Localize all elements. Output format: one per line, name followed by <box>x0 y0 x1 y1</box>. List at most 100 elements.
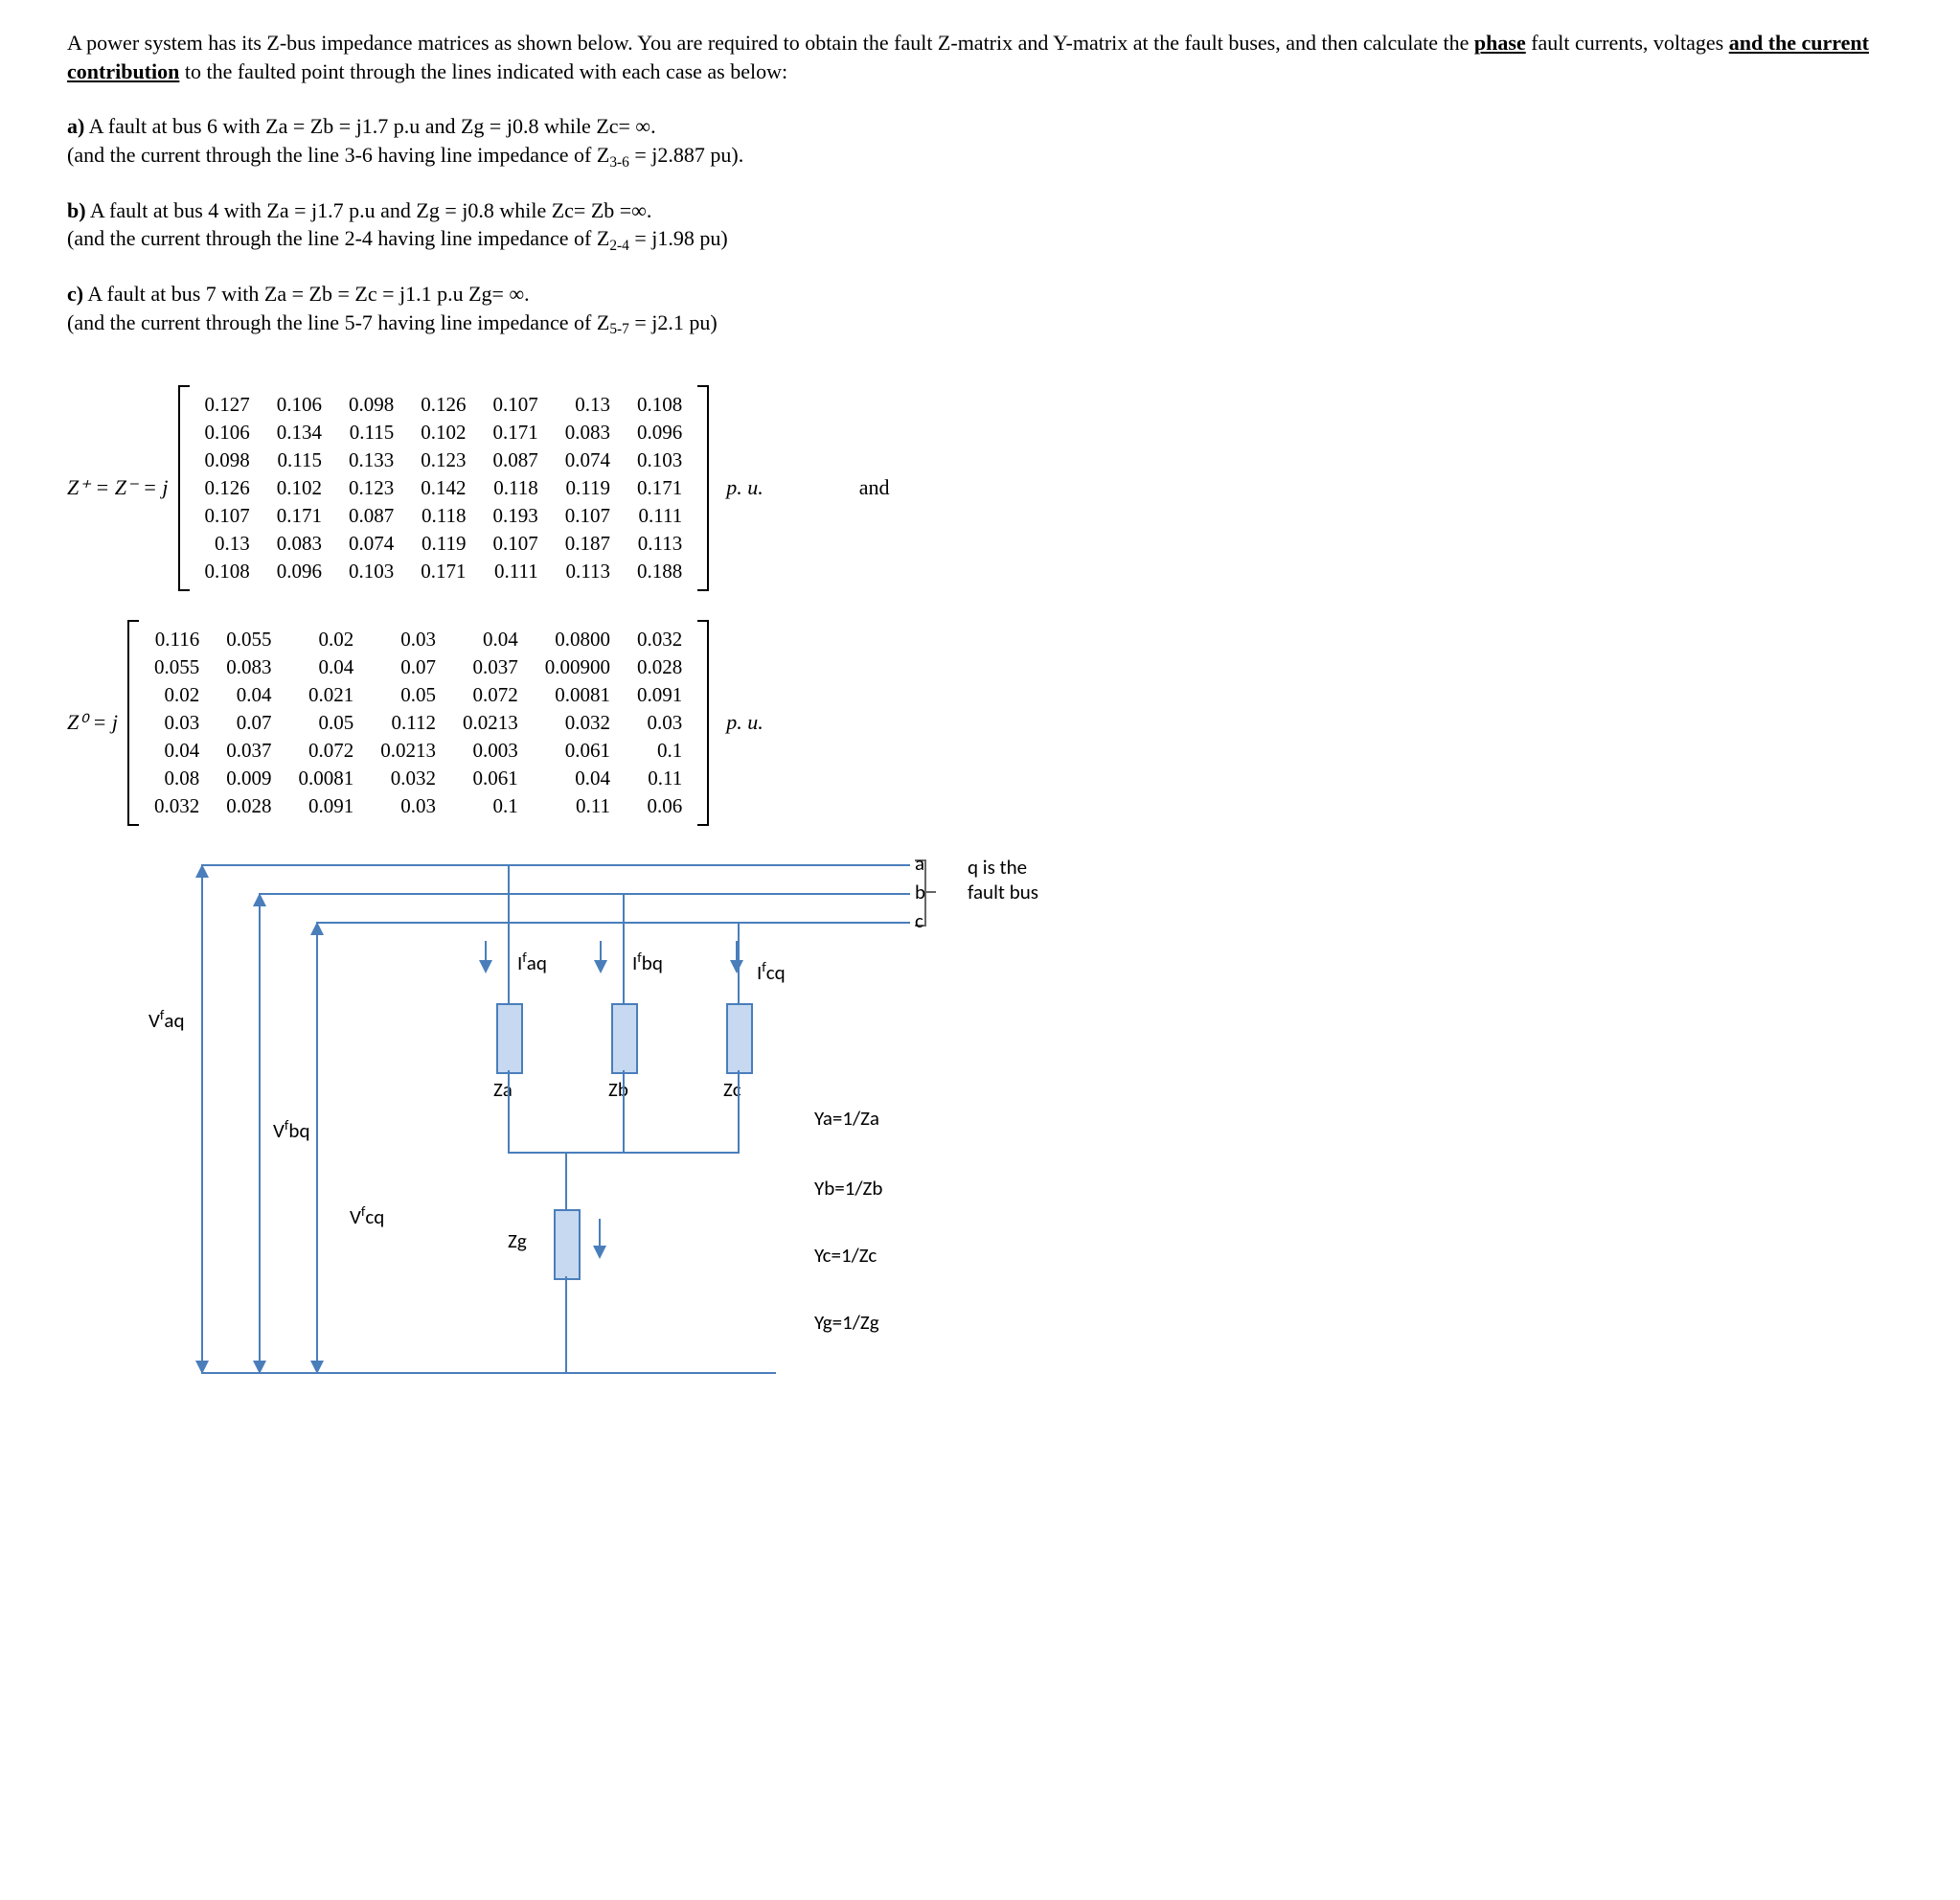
matrix2-prefix: Z⁰ = j <box>67 710 118 735</box>
matrix-cell: 0.07 <box>213 709 285 737</box>
wire-za-down2 <box>508 1070 510 1152</box>
label-ya: Ya=1/Za <box>814 1106 879 1131</box>
matrix-cell: 0.127 <box>192 391 263 419</box>
matrix-cell: 0.096 <box>624 419 695 446</box>
matrix-cell: 0.11 <box>624 765 695 792</box>
matrix1-table: 0.1270.1060.0980.1260.1070.130.1080.1060… <box>192 391 696 585</box>
vline-vc <box>316 922 318 1372</box>
circuit-diagram: a b c q is the fault bus Vfaq Vfbq Vfcq … <box>201 855 1063 1391</box>
matrix-cell: 0.083 <box>552 419 624 446</box>
matrix-cell: 0.187 <box>552 530 624 558</box>
matrix-cell: 0.123 <box>407 446 479 474</box>
matrix-cell: 0.04 <box>449 626 532 653</box>
matrix-cell: 0.118 <box>407 502 479 530</box>
part-c-line2a: (and the current through the line 5-7 ha… <box>67 310 609 334</box>
matrix-cell: 0.03 <box>624 709 695 737</box>
matrix-cell: 0.037 <box>213 737 285 765</box>
intro-paragraph: A power system has its Z-bus impedance m… <box>67 29 1893 85</box>
matrix-cell: 0.03 <box>141 709 213 737</box>
matrix-cell: 0.06 <box>624 792 695 820</box>
wire-ground <box>201 1372 776 1374</box>
part-a-line2a: (and the current through the line 3-6 ha… <box>67 143 609 167</box>
matrix-cell: 0.1 <box>449 792 532 820</box>
matrix1-body: 0.1270.1060.0980.1260.1070.130.1080.1060… <box>178 385 710 591</box>
matrix-cell: 0.055 <box>213 626 285 653</box>
matrix-cell: 0.04 <box>285 653 368 681</box>
matrix-cell: 0.111 <box>624 502 695 530</box>
label-vfbq: Vfbq <box>273 1118 309 1143</box>
matrix-cell: 0.04 <box>141 737 213 765</box>
arrow-zg <box>593 1246 606 1259</box>
arrow-va-up <box>195 864 209 878</box>
part-a-line2b: = j2.887 pu). <box>629 143 743 167</box>
matrix-cell: 0.112 <box>367 709 449 737</box>
wire-bus-b <box>259 893 910 895</box>
matrix-cell: 0.091 <box>285 792 368 820</box>
matrix-cell: 0.134 <box>263 419 335 446</box>
matrix-cell: 0.103 <box>335 558 407 585</box>
part-b-line2a: (and the current through the line 2-4 ha… <box>67 226 609 250</box>
matrix-cell: 0.032 <box>141 792 213 820</box>
label-ifcq: Ifcq <box>757 960 786 985</box>
matrix-z0: Z⁰ = j 0.1160.0550.020.030.040.08000.032… <box>67 620 1893 826</box>
matrix-cell: 0.171 <box>263 502 335 530</box>
arrow-ifbq <box>594 960 607 973</box>
block-zb <box>611 1003 638 1074</box>
matrix-cell: 0.083 <box>213 653 285 681</box>
intro-text-1: A power system has its Z-bus impedance m… <box>67 31 1474 55</box>
matrix-cell: 0.074 <box>335 530 407 558</box>
matrix-cell: 0.055 <box>141 653 213 681</box>
arrow-ifcq <box>730 960 743 973</box>
matrix-cell: 0.107 <box>480 391 552 419</box>
matrix-cell: 0.091 <box>624 681 695 709</box>
arrow-vb-up <box>253 893 266 906</box>
block-za <box>496 1003 523 1074</box>
matrix-cell: 0.087 <box>335 502 407 530</box>
matrix1-and: and <box>859 475 890 500</box>
label-vfaq: Vfaq <box>148 1008 185 1033</box>
matrix-cell: 0.171 <box>480 419 552 446</box>
part-c: c) A fault at bus 7 with Za = Zb = Zc = … <box>67 280 1893 336</box>
matrix-cell: 0.111 <box>480 558 552 585</box>
matrix-cell: 0.193 <box>480 502 552 530</box>
matrix-cell: 0.02 <box>141 681 213 709</box>
matrix-cell: 0.061 <box>532 737 624 765</box>
matrix-cell: 0.115 <box>263 446 335 474</box>
wire-zg-arrow-stem <box>599 1219 601 1248</box>
matrix-cell: 0.106 <box>263 391 335 419</box>
part-b-sub: 2-4 <box>609 238 629 254</box>
matrix-cell: 0.126 <box>407 391 479 419</box>
matrix-cell: 0.04 <box>213 681 285 709</box>
matrix-cell: 0.126 <box>192 474 263 502</box>
matrix-cell: 0.102 <box>263 474 335 502</box>
wire-zg-down2 <box>565 1276 567 1315</box>
matrix-cell: 0.0081 <box>532 681 624 709</box>
matrix-cell: 0.032 <box>624 626 695 653</box>
intro-text-3: to the faulted point through the lines i… <box>179 59 787 83</box>
matrix-cell: 0.106 <box>192 419 263 446</box>
intro-text-2: fault currents, voltages <box>1526 31 1729 55</box>
part-c-line1: A fault at bus 7 with Za = Zb = Zc = j1.… <box>83 282 530 306</box>
matrix-cell: 0.107 <box>480 530 552 558</box>
wire-zg-down <box>565 1152 567 1209</box>
block-zc <box>726 1003 753 1074</box>
matrix-cell: 0.08 <box>141 765 213 792</box>
wire-zb-down2 <box>623 1070 625 1152</box>
wire-join <box>508 1152 740 1154</box>
part-c-line2b: = j2.1 pu) <box>629 310 718 334</box>
matrix-zplus: Z⁺ = Z⁻ = j 0.1270.1060.0980.1260.1070.1… <box>67 385 1893 591</box>
matrix-cell: 0.03 <box>367 792 449 820</box>
matrix-cell: 0.108 <box>624 391 695 419</box>
matrix-cell: 0.11 <box>532 792 624 820</box>
part-a-label: a) <box>67 114 84 138</box>
label-yb: Yb=1/Zb <box>814 1176 882 1201</box>
intro-underline-phase: phase <box>1474 31 1526 55</box>
matrix-cell: 0.116 <box>141 626 213 653</box>
matrix-cell: 0.00900 <box>532 653 624 681</box>
matrix-cell: 0.083 <box>263 530 335 558</box>
matrix-cell: 0.021 <box>285 681 368 709</box>
arrow-ifcq-stem <box>736 941 738 962</box>
arrow-ifaq <box>479 960 492 973</box>
matrix-cell: 0.171 <box>624 474 695 502</box>
matrix-cell: 0.03 <box>367 626 449 653</box>
